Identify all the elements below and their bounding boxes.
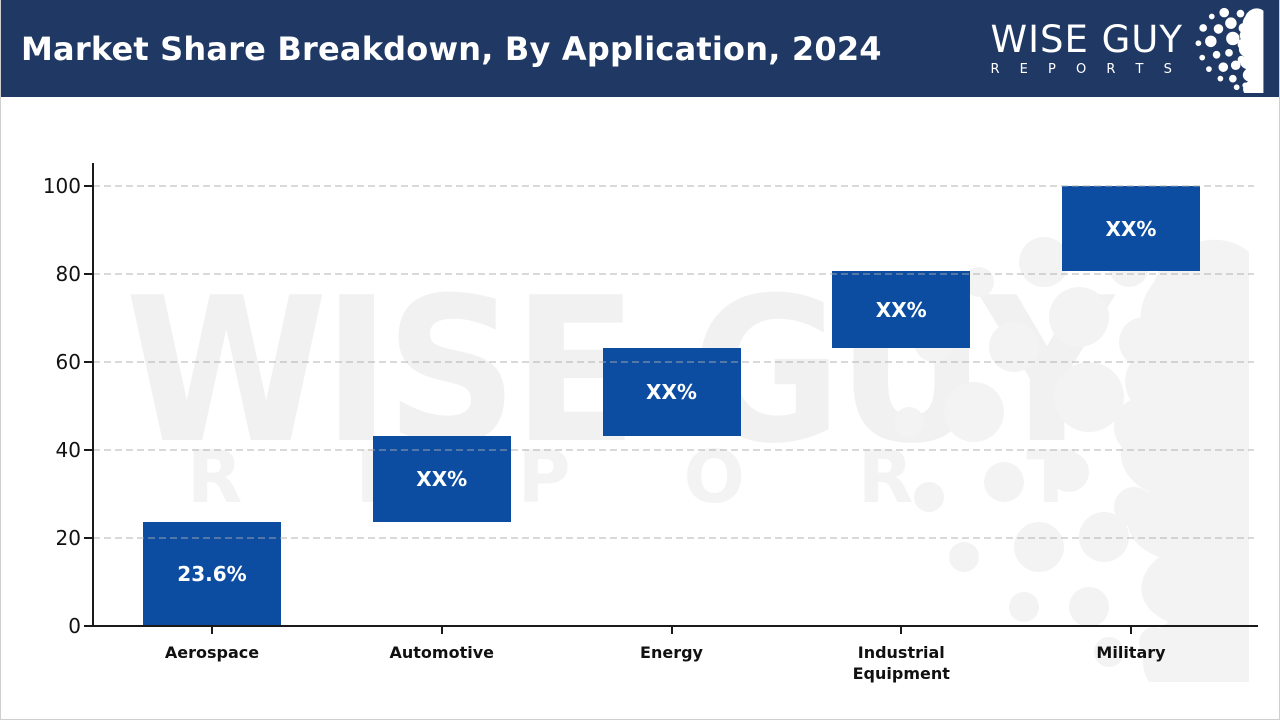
- y-axis-tick: [84, 449, 92, 451]
- bar-segment: [372, 435, 511, 523]
- bar-value-label: XX%: [1105, 216, 1157, 241]
- header: Market Share Breakdown, By Application, …: [1, 0, 1279, 97]
- logo-text: WISE GUY R E P O R T S: [990, 17, 1183, 78]
- y-axis-tick-label: 0: [68, 614, 81, 638]
- x-axis-tick: [1130, 626, 1132, 634]
- x-axis-category-label: Energy: [640, 643, 703, 662]
- x-axis-spine: [92, 625, 1258, 627]
- bar-value-label: 23.6%: [177, 562, 247, 587]
- chart-title: Market Share Breakdown, By Application, …: [21, 29, 882, 68]
- x-axis-category-label: Aerospace: [164, 643, 260, 662]
- y-axis-tick: [84, 361, 92, 363]
- x-axis-tick: [440, 626, 443, 634]
- y-axis-tick-label: 60: [55, 350, 81, 374]
- bar-segment: [832, 271, 971, 349]
- y-axis-tick-label: 40: [55, 438, 81, 462]
- watermark-face-icon: [894, 237, 1249, 682]
- x-axis-category-label: Automotive: [389, 643, 495, 662]
- x-axis-tick: [900, 626, 903, 634]
- x-axis-tick: [670, 626, 673, 634]
- gridline: [93, 449, 1254, 451]
- x-axis-category-label: Industrial Equipment: [852, 643, 950, 683]
- wise-guy-logo: WISE GUY R E P O R T S: [990, 5, 1279, 93]
- logo-face-icon: [1195, 7, 1264, 93]
- gridline: [93, 273, 1254, 275]
- chart-area: WISE GUY R E P O R T S 0 20 40 60 80 100 23.6%…: [1, 97, 1279, 719]
- bar-segment: [143, 522, 281, 626]
- bar-segment: [1062, 186, 1200, 272]
- y-axis-tick: [84, 537, 92, 539]
- x-axis-tick: [211, 626, 213, 634]
- y-axis-tick-label: 100: [42, 174, 81, 198]
- gridline: [93, 185, 1254, 187]
- logo-wordmark: WISE GUY: [990, 17, 1183, 61]
- bar-segment: [602, 348, 741, 436]
- y-axis-tick: [84, 273, 92, 275]
- gridline: [93, 361, 1254, 363]
- y-axis-tick: [84, 185, 92, 187]
- bar-value-label: XX%: [646, 380, 697, 405]
- y-axis-tick-label: 80: [55, 262, 81, 286]
- x-axis-category-label: Military: [1096, 643, 1166, 662]
- logo-subtext: R E P O R T S: [990, 61, 1180, 77]
- y-axis-spine: [92, 163, 94, 626]
- bar-value-label: XX%: [875, 297, 927, 322]
- y-axis-tick-label: 20: [55, 526, 81, 550]
- y-axis-tick: [84, 625, 92, 627]
- bar-value-label: XX%: [416, 467, 468, 492]
- gridline: [93, 537, 1254, 539]
